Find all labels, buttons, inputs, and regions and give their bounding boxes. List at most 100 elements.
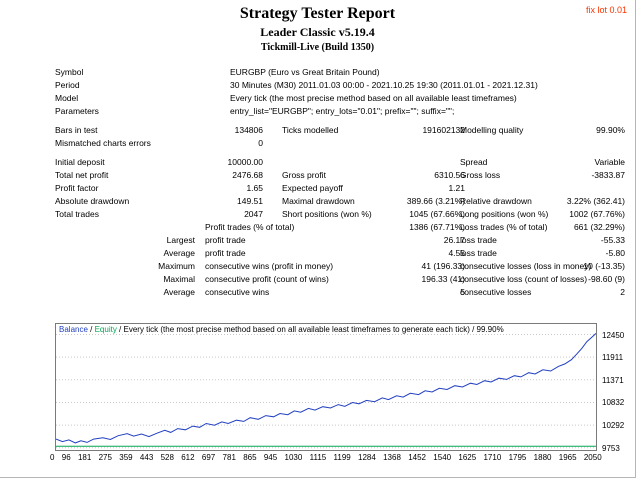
stat-label: Total net profit <box>55 170 109 180</box>
stat-value: 196.33 (41) <box>421 274 465 284</box>
balance-chart: Balance / Equity / Every tick (the most … <box>50 323 635 462</box>
stat-label: Average <box>163 287 195 297</box>
x-axis-label: 1625 <box>458 453 477 462</box>
balance-chart-svg <box>56 333 596 449</box>
x-axis-labels: 0 96 181 275 359 443 528 612 697 781 865 945 1030 111… <box>50 453 602 462</box>
table-row: Bars in test 134806 Ticks modelled 19160213… <box>55 124 625 137</box>
stat-value: 1045 (67.66%) <box>409 209 465 219</box>
stat-value: Every tick (the most precise method base… <box>230 93 517 103</box>
table-row: Absolute drawdown 149.51 Maximal drawdown 3… <box>55 195 625 208</box>
table-row: Parameters entry_list="EURGBP"; entry_lot… <box>55 105 625 118</box>
x-axis-label: 528 <box>160 453 174 462</box>
stat-value: 10000.00 <box>227 157 263 167</box>
stat-label: Initial deposit <box>55 157 105 167</box>
stat-label: Loss trades (% of total) <box>460 222 548 232</box>
x-axis-label: 1030 <box>284 453 303 462</box>
y-axis-label: 10292 <box>602 421 625 431</box>
stat-label: Average <box>163 248 195 258</box>
stat-label: Absolute drawdown <box>55 196 130 206</box>
stat-label: loss trade <box>460 235 497 245</box>
stat-label: Symbol <box>55 67 84 77</box>
stat-label: consecutive loss (count of losses) <box>460 274 588 284</box>
stat-label: Maximal drawdown <box>282 196 355 206</box>
stat-value: 149.51 <box>237 196 263 206</box>
stat-value: 389.66 (3.21%) <box>406 196 465 206</box>
stat-value: entry_list="EURGBP"; entry_lots="0.01"; … <box>230 106 455 116</box>
y-axis-label: 10832 <box>602 398 625 408</box>
stat-value: 134806 <box>234 125 263 135</box>
stat-value: Variable <box>594 157 625 167</box>
stat-value: 191602132 <box>422 125 465 135</box>
x-axis-label: 1880 <box>533 453 552 462</box>
legend-info: / Every tick (the most precise method ba… <box>116 325 504 334</box>
stat-value: 2047 <box>244 209 263 219</box>
stat-value: 3.22% (362.41) <box>566 196 625 206</box>
stat-value: 30 Minutes (M30) 2011.01.03 00:00 - 2021… <box>230 80 538 90</box>
x-axis-label: 1795 <box>508 453 527 462</box>
table-row: Largest profit trade 26.17 loss trade -55.33 <box>55 234 625 247</box>
stat-label: profit trade <box>205 248 246 258</box>
stat-value: 5 <box>460 287 465 297</box>
x-axis-label: 96 <box>61 453 71 462</box>
x-axis-label: 697 <box>201 453 216 462</box>
stat-label: profit trade <box>205 235 246 245</box>
x-axis-label: 781 <box>222 453 236 462</box>
x-axis-label: 275 <box>98 453 112 462</box>
stat-label: Largest <box>166 235 195 245</box>
stat-label: consecutive losses <box>460 287 532 297</box>
chart-plot-area: Balance / Equity / Every tick (the most … <box>55 323 597 451</box>
server-build: Tickmill-Live (Build 1350) <box>260 42 375 53</box>
stat-label: consecutive wins (profit in money) <box>205 261 334 271</box>
stat-value: -3833.87 <box>591 170 625 180</box>
stat-value: 0 <box>258 138 263 148</box>
x-axis-label: 865 <box>243 453 257 462</box>
stat-label: Relative drawdown <box>460 196 532 206</box>
stat-label: Maximum <box>158 261 195 271</box>
x-axis-label: 612 <box>181 453 195 462</box>
stat-label: Long positions (won %) <box>460 209 549 219</box>
stat-value: 1386 (67.71%) <box>409 222 465 232</box>
stat-value: 4.55 <box>448 248 465 258</box>
stat-label: Profit factor <box>55 183 99 193</box>
stat-label: Bars in test <box>55 125 98 135</box>
stat-label: consecutive profit (count of wins) <box>205 274 329 284</box>
table-row: Maximum consecutive wins (profit in money… <box>55 260 625 273</box>
table-row: Symbol EURGBP (Euro vs Great Britain Poun… <box>55 66 625 79</box>
stat-label: Modelling quality <box>460 125 524 135</box>
x-axis-label: 1452 <box>408 453 426 462</box>
table-row: Average profit trade 4.55 loss trade -5.80 <box>55 247 625 260</box>
table-row: Profit factor 1.65 Expected payoff 1.21 <box>55 182 625 195</box>
stat-value: EURGBP (Euro vs Great Britain Pound) <box>230 67 380 77</box>
stat-value: 1.21 <box>448 183 465 193</box>
stat-value: 2476.68 <box>232 170 263 180</box>
x-axis-label: 1115 <box>309 453 327 462</box>
x-axis-label: 0 <box>50 453 55 462</box>
x-axis-label: 1965 <box>558 453 577 462</box>
report-rows: Symbol EURGBP (Euro vs Great Britain Poun… <box>55 66 625 299</box>
legend-equity-label: Equity <box>94 325 117 334</box>
table-row: Average consecutive wins 5 consecutive loss… <box>55 286 625 299</box>
stat-value: 6310.56 <box>434 170 465 180</box>
y-axis-label: 12450 <box>602 330 625 340</box>
table-row: Maximal consecutive profit (count of wins… <box>55 273 625 286</box>
x-axis-label: 945 <box>263 453 278 462</box>
stat-value: -5.80 <box>605 248 625 258</box>
chart-legend: Balance / Equity / Every tick (the most … <box>59 325 504 334</box>
x-axis-label: 1199 <box>333 453 351 462</box>
fix-lot-note: fix lot 0.01 <box>585 5 627 15</box>
stat-label: Ticks modelled <box>282 125 339 135</box>
x-axis-label: 359 <box>119 453 133 462</box>
stat-label: Gross profit <box>282 170 326 180</box>
x-axis-label: 443 <box>139 453 154 462</box>
balance-line <box>56 333 596 444</box>
stat-label: Mismatched charts errors <box>55 138 151 148</box>
y-axis-label: 9753 <box>602 443 620 453</box>
stat-value: -98.60 (9) <box>588 274 625 284</box>
stat-label: Expected payoff <box>282 183 343 193</box>
y-axis-label: 11371 <box>602 375 624 385</box>
legend-balance-label: Balance <box>59 325 88 334</box>
x-axis-label: 1284 <box>358 453 376 462</box>
table-row: Period 30 Minutes (M30) 2011.01.03 00:00 … <box>55 79 625 92</box>
stat-value: 26.17 <box>443 235 465 245</box>
stat-label: Spread <box>460 157 488 167</box>
